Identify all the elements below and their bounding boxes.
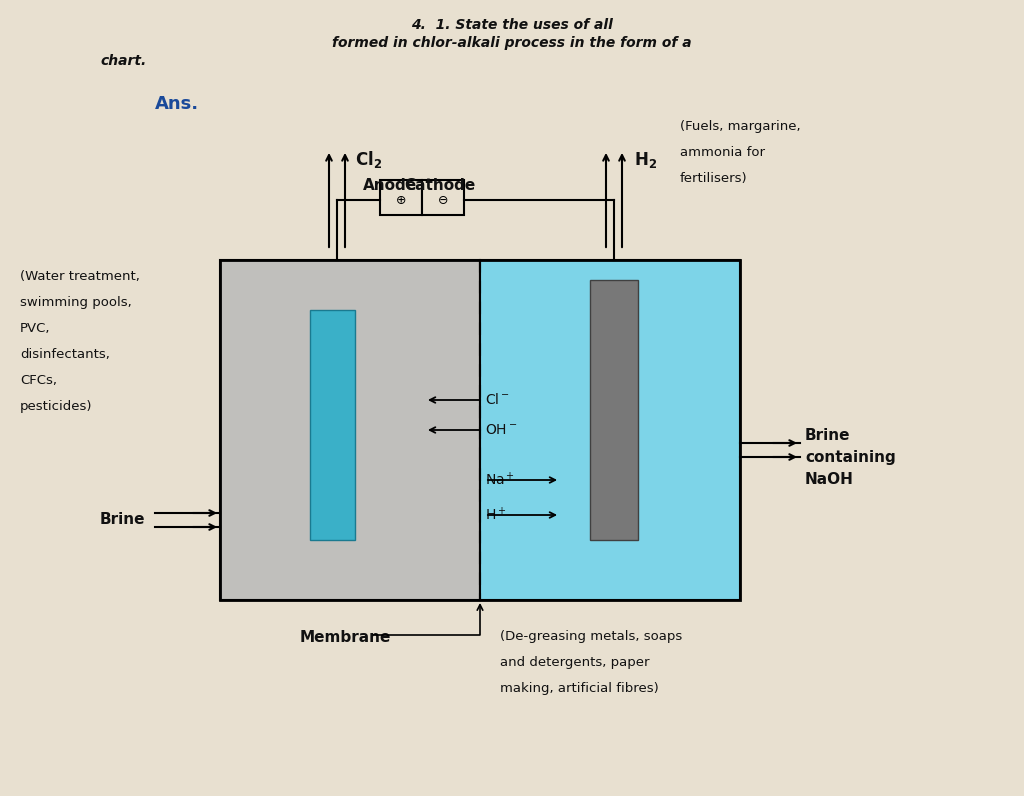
Text: swimming pools,: swimming pools,	[20, 296, 132, 309]
Text: disinfectants,: disinfectants,	[20, 348, 110, 361]
Text: and detergents, paper: and detergents, paper	[500, 656, 649, 669]
Text: (Water treatment,: (Water treatment,	[20, 270, 140, 283]
Bar	[480, 260, 740, 600]
Text: containing: containing	[805, 450, 896, 465]
Text: $\mathregular{Cl^-}$: $\mathregular{Cl^-}$	[485, 392, 510, 408]
Text: Membrane: Membrane	[300, 630, 391, 645]
Bar	[220, 260, 740, 600]
Bar	[590, 280, 638, 540]
Text: NaOH: NaOH	[805, 472, 854, 487]
Text: $\mathregular{H^+}$: $\mathregular{H^+}$	[485, 506, 507, 524]
Text: CFCs,: CFCs,	[20, 374, 57, 387]
Text: $\mathregular{Cl_2}$: $\mathregular{Cl_2}$	[355, 150, 382, 170]
Bar	[310, 310, 355, 540]
Text: $\mathregular{H_2}$: $\mathregular{H_2}$	[634, 150, 657, 170]
Text: ammonia for: ammonia for	[680, 146, 765, 159]
Text: (Fuels, margarine,: (Fuels, margarine,	[680, 120, 801, 133]
Text: PVC,: PVC,	[20, 322, 50, 335]
Text: Ans.: Ans.	[155, 95, 199, 113]
Text: chart.: chart.	[100, 54, 146, 68]
Text: pesticides): pesticides)	[20, 400, 92, 413]
Text: making, artificial fibres): making, artificial fibres)	[500, 682, 658, 695]
Text: 4.  1. State the uses of all: 4. 1. State the uses of all	[411, 18, 613, 32]
Bar	[380, 180, 422, 215]
Text: Cathode: Cathode	[404, 178, 475, 193]
Bar	[220, 260, 480, 600]
Text: (De-greasing metals, soaps: (De-greasing metals, soaps	[500, 630, 682, 643]
Text: Brine: Brine	[100, 513, 145, 528]
Text: fertilisers): fertilisers)	[680, 172, 748, 185]
Text: Brine: Brine	[805, 428, 851, 443]
Text: formed in chlor-alkali process in the form of a: formed in chlor-alkali process in the fo…	[332, 36, 692, 50]
Text: $\mathregular{OH^-}$: $\mathregular{OH^-}$	[485, 423, 517, 437]
Text: $\ominus$: $\ominus$	[437, 193, 449, 206]
Text: Anode: Anode	[362, 178, 417, 193]
Bar	[422, 180, 464, 215]
Text: $\oplus$: $\oplus$	[395, 193, 407, 206]
Text: $\mathregular{Na^+}$: $\mathregular{Na^+}$	[485, 471, 515, 489]
